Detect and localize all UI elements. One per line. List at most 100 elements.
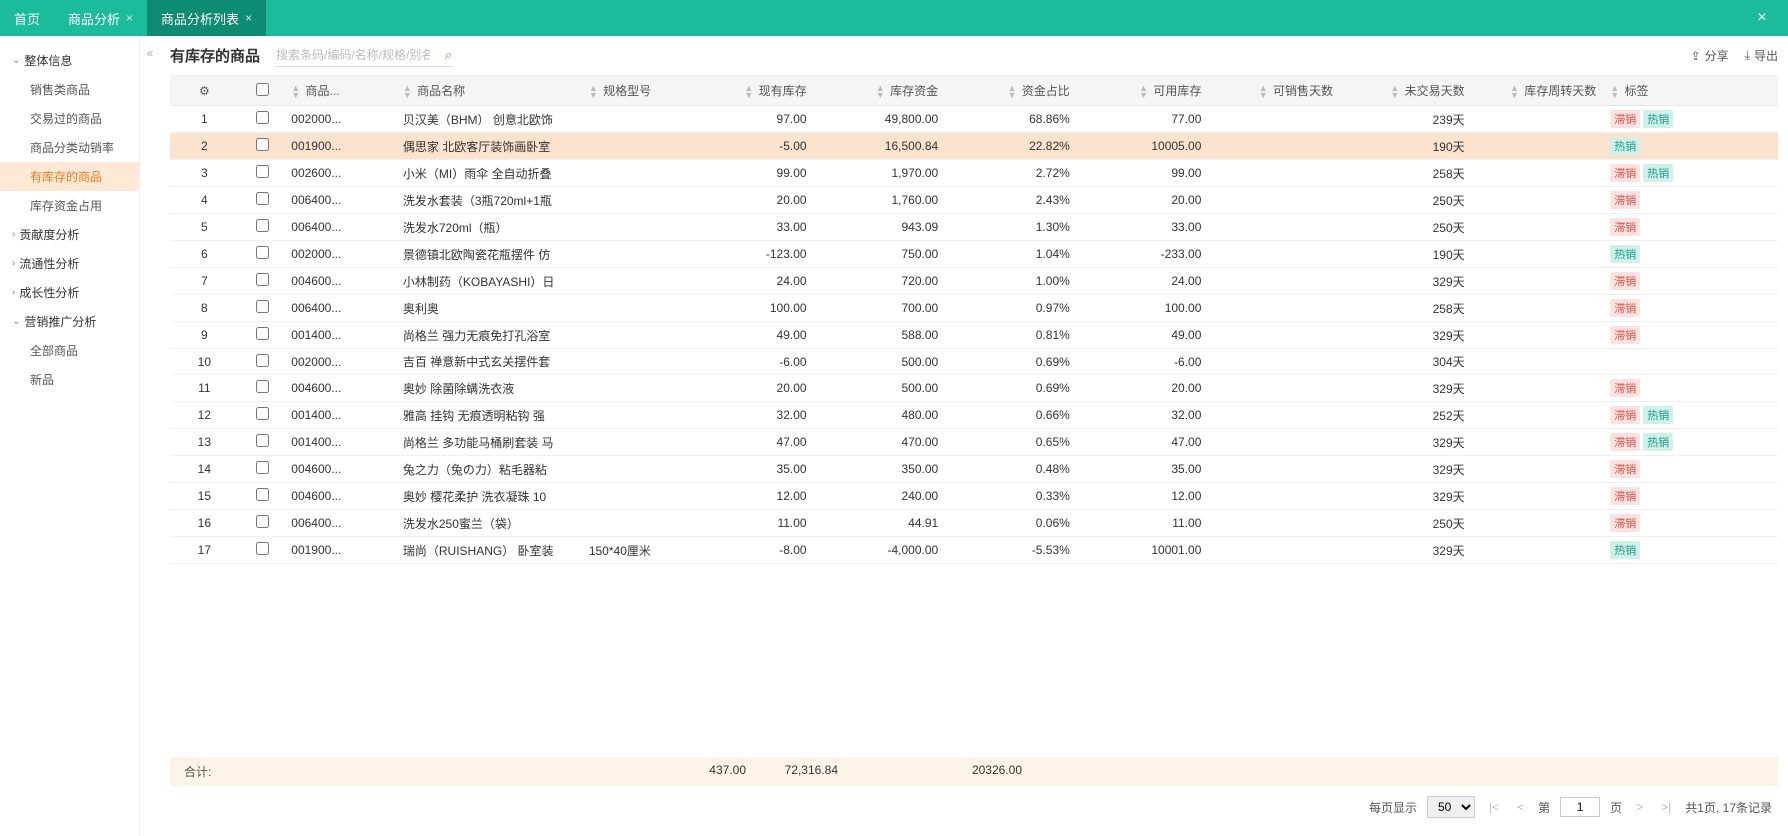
row-checkbox[interactable]: [256, 273, 269, 286]
close-icon[interactable]: ×: [1744, 0, 1780, 36]
share-button[interactable]: ⇪ 分享: [1691, 47, 1729, 64]
col-tags[interactable]: ▲▼ 标签: [1606, 76, 1778, 106]
sidebar-group[interactable]: ›贡献度分析: [0, 220, 139, 249]
row-checkbox[interactable]: [256, 138, 269, 151]
table-row[interactable]: 8006400...奥利奥100.00700.000.97%100.00258天…: [170, 295, 1778, 322]
table-row[interactable]: 3002600...小米（MI）雨伞 全自动折叠99.001,970.002.7…: [170, 160, 1778, 187]
table-row[interactable]: 4006400...洗发水套装（3瓶720ml+1瓶20.001,760.002…: [170, 187, 1778, 214]
col-fund[interactable]: ▲▼ 库存资金: [817, 76, 949, 106]
row-checkbox[interactable]: [256, 246, 269, 259]
cell-stock: 33.00: [685, 214, 817, 241]
col-name[interactable]: ▲▼ 商品名称: [399, 76, 585, 106]
sort-icon[interactable]: ▲▼: [1610, 85, 1619, 99]
sort-icon[interactable]: ▲▼: [1008, 85, 1017, 99]
table-row[interactable]: 7004600...小林制药（KOBAYASHI）日24.00720.001.0…: [170, 268, 1778, 295]
pager-first-icon[interactable]: |<: [1485, 800, 1503, 814]
sort-icon[interactable]: ▲▼: [1510, 85, 1519, 99]
sidebar-item[interactable]: 销售类商品: [0, 75, 139, 104]
tab-close-icon[interactable]: ×: [245, 11, 252, 25]
row-checkbox[interactable]: [256, 542, 269, 555]
table-row[interactable]: 14004600...兔之力（兔の力）粘毛器粘35.00350.000.48%3…: [170, 456, 1778, 483]
row-checkbox[interactable]: [256, 461, 269, 474]
col-stock[interactable]: ▲▼ 现有库存: [685, 76, 817, 106]
col-pct[interactable]: ▲▼ 资金占比: [948, 76, 1080, 106]
col-notrade[interactable]: ▲▼ 未交易天数: [1343, 76, 1475, 106]
row-checkbox[interactable]: [256, 300, 269, 313]
col-avail[interactable]: ▲▼ 可用库存: [1080, 76, 1212, 106]
sort-icon[interactable]: ▲▼: [589, 85, 598, 99]
col-saledays[interactable]: ▲▼ 可销售天数: [1211, 76, 1343, 106]
sidebar-item[interactable]: 交易过的商品: [0, 104, 139, 133]
table-row[interactable]: 1002000...贝汉美（BHM） 创意北欧饰97.0049,800.0068…: [170, 106, 1778, 133]
sidebar-collapse-button[interactable]: «: [140, 36, 160, 836]
pager-last-icon[interactable]: >|: [1657, 800, 1675, 814]
row-checkbox[interactable]: [256, 354, 269, 367]
table-row[interactable]: 17001900...瑞尚（RUISHANG） 卧室装150*40厘米-8.00…: [170, 537, 1778, 564]
tab-close-icon[interactable]: ×: [126, 11, 133, 25]
pager-prev-icon[interactable]: <: [1513, 800, 1528, 814]
sort-icon[interactable]: ▲▼: [403, 85, 412, 99]
sort-icon[interactable]: ▲▼: [1259, 85, 1268, 99]
table-row[interactable]: 11004600...奥妙 除菌除螨洗衣液20.00500.000.69%20.…: [170, 375, 1778, 402]
sidebar-item[interactable]: 新品: [0, 365, 139, 394]
checkbox-all[interactable]: [256, 83, 269, 96]
row-checkbox[interactable]: [256, 327, 269, 340]
sort-icon[interactable]: ▲▼: [1139, 85, 1148, 99]
col-gear[interactable]: ⚙: [170, 76, 239, 106]
cell-tags: 滞销: [1606, 268, 1778, 295]
table-row[interactable]: 2001900...偶思家 北欧客厅装饰画卧室-5.0016,500.8422.…: [170, 133, 1778, 160]
table-row[interactable]: 5006400...洗发水720ml（瓶）33.00943.091.30%33.…: [170, 214, 1778, 241]
pager-next-icon[interactable]: >: [1632, 800, 1647, 814]
cell-saledays: [1211, 456, 1343, 483]
cell-name: 洗发水720ml（瓶）: [399, 214, 585, 241]
table-row[interactable]: 6002000...景德镇北欧陶瓷花瓶摆件 仿-123.00750.001.04…: [170, 241, 1778, 268]
table-row[interactable]: 13001400...尚格兰 多功能马桶刷套装 马47.00470.000.65…: [170, 429, 1778, 456]
sort-icon[interactable]: ▲▼: [744, 85, 753, 99]
sidebar-item[interactable]: 有库存的商品: [0, 162, 139, 191]
tab-商品分析[interactable]: 商品分析×: [54, 0, 147, 36]
col-spec[interactable]: ▲▼ 规格型号: [585, 76, 685, 106]
cell-code: 002000...: [287, 241, 399, 268]
sidebar-item[interactable]: 商品分类动销率: [0, 133, 139, 162]
export-button[interactable]: ⤓ 导出: [1745, 47, 1778, 64]
sidebar-group[interactable]: ⌄整体信息: [0, 46, 139, 75]
row-checkbox[interactable]: [256, 219, 269, 232]
row-checkbox[interactable]: [256, 434, 269, 447]
sidebar-group[interactable]: ›成长性分析: [0, 278, 139, 307]
sort-icon[interactable]: ▲▼: [1390, 85, 1399, 99]
gear-icon[interactable]: ⚙: [199, 84, 210, 98]
per-page-select[interactable]: 50: [1427, 796, 1475, 818]
tab-商品分析列表[interactable]: 商品分析列表×: [147, 0, 266, 36]
search-icon[interactable]: ⌕: [445, 47, 452, 63]
row-checkbox[interactable]: [256, 380, 269, 393]
table-row[interactable]: 12001400...雅高 挂钩 无痕透明粘钩 强32.00480.000.66…: [170, 402, 1778, 429]
tab-首页[interactable]: 首页: [0, 0, 54, 36]
sidebar-item[interactable]: 全部商品: [0, 336, 139, 365]
sidebar-item[interactable]: 库存资金占用: [0, 191, 139, 220]
table-row[interactable]: 15004600...奥妙 樱花柔护 洗衣凝珠 1012.00240.000.3…: [170, 483, 1778, 510]
sidebar-group[interactable]: ⌄营销推广分析: [0, 307, 139, 336]
content: 有库存的商品 ⌕ ⇪ 分享 ⤓ 导出 ⚙▲▼ 商品...▲▼ 商品名称▲▼ 规格…: [160, 36, 1788, 836]
sort-icon[interactable]: ▲▼: [291, 85, 300, 99]
row-checkbox[interactable]: [256, 111, 269, 124]
row-checkbox[interactable]: [256, 407, 269, 420]
tag-badge: 热销: [1610, 245, 1640, 263]
tag-badge: 热销: [1610, 541, 1640, 559]
sort-icon[interactable]: ▲▼: [876, 85, 885, 99]
cell-saledays: [1211, 160, 1343, 187]
cell-saledays: [1211, 133, 1343, 160]
search-input[interactable]: [274, 44, 454, 67]
pager-page-input[interactable]: [1560, 797, 1600, 817]
table-row[interactable]: 10002000...吉百 禅意新中式玄关摆件套-6.00500.000.69%…: [170, 349, 1778, 375]
row-checkbox[interactable]: [256, 165, 269, 178]
sidebar-group[interactable]: ›流通性分析: [0, 249, 139, 278]
table-row[interactable]: 16006400...洗发水250蜜兰（袋）11.0044.910.06%11.…: [170, 510, 1778, 537]
row-checkbox[interactable]: [256, 515, 269, 528]
cell-name: 偶思家 北欧客厅装饰画卧室: [399, 133, 585, 160]
table-row[interactable]: 9001400...尚格兰 强力无痕免打孔浴室49.00588.000.81%4…: [170, 322, 1778, 349]
cell-avail: 100.00: [1080, 295, 1212, 322]
col-turn[interactable]: ▲▼ 库存周转天数: [1475, 76, 1607, 106]
row-checkbox[interactable]: [256, 192, 269, 205]
col-code[interactable]: ▲▼ 商品...: [287, 76, 399, 106]
row-checkbox[interactable]: [256, 488, 269, 501]
